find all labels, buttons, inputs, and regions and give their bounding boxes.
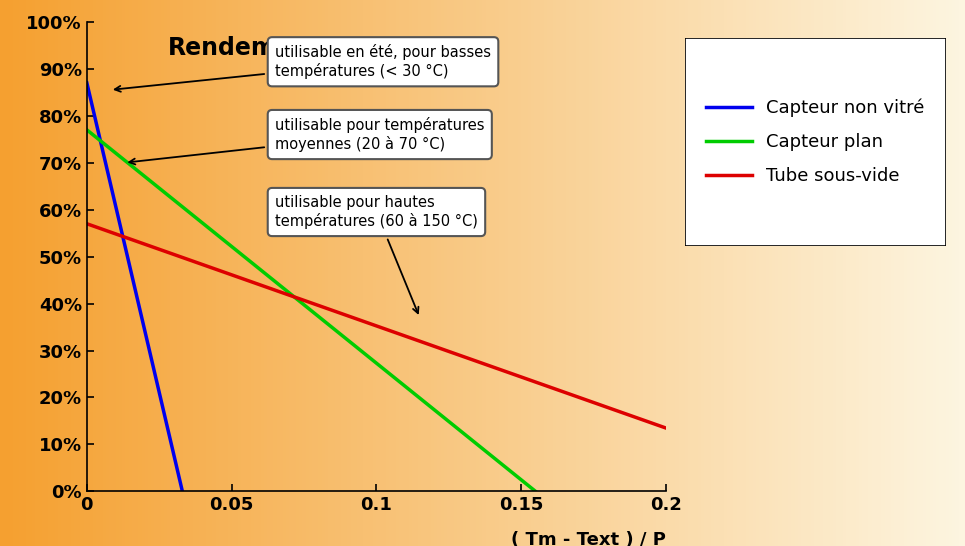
Legend: Capteur non vitré, Capteur plan, Tube sous-vide: Capteur non vitré, Capteur plan, Tube so… [700, 91, 931, 193]
Text: ( Tm - Text ) / P: ( Tm - Text ) / P [511, 531, 666, 546]
Text: utilisable pour températures
moyennes (20 à 70 °C): utilisable pour températures moyennes (2… [129, 117, 484, 164]
Text: Rendement: Rendement [168, 36, 320, 60]
Text: utilisable en été, pour basses
températures (< 30 °C): utilisable en été, pour basses températu… [115, 44, 491, 92]
FancyBboxPatch shape [685, 38, 946, 246]
Text: utilisable pour hautes
températures (60 à 150 °C): utilisable pour hautes températures (60 … [275, 195, 478, 313]
